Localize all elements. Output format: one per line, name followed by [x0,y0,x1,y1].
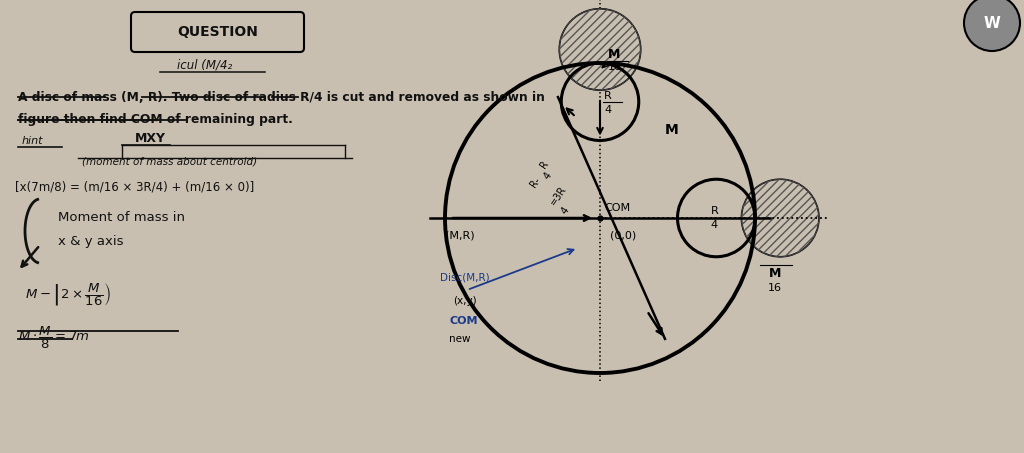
Text: (x,y): (x,y) [453,296,476,306]
Text: 16: 16 [608,62,622,72]
Text: R: R [604,91,611,101]
Text: $M\cdot\dfrac{M}{8} = 7m$: $M\cdot\dfrac{M}{8} = 7m$ [18,325,89,351]
Text: R-: R- [528,175,542,189]
Text: 4: 4 [542,171,554,181]
Text: COM: COM [604,203,630,213]
Text: Disc(M,R): Disc(M,R) [440,273,489,283]
Text: COM: COM [449,316,477,326]
Text: M: M [769,267,781,280]
Text: (M,R): (M,R) [445,230,475,240]
Text: (0,0): (0,0) [610,231,636,241]
Text: Moment of mass in: Moment of mass in [58,211,185,224]
Circle shape [559,9,641,90]
Text: 16: 16 [768,283,782,293]
Text: =3R: =3R [548,184,568,207]
Text: $M - \left|2\times\dfrac{M}{16}\right)$: $M - \left|2\times\dfrac{M}{16}\right)$ [25,281,111,308]
Text: 4: 4 [556,205,571,221]
Text: figure then find COM of remaining part.: figure then find COM of remaining part. [18,113,293,126]
Text: R: R [538,159,550,169]
Text: W: W [984,15,1000,30]
Circle shape [741,179,819,257]
Text: MXY: MXY [135,131,166,145]
Text: A disc of mass (M, R). Two disc of radius R/4 is cut and removed as shown in: A disc of mass (M, R). Two disc of radiu… [18,91,545,104]
Text: R: R [711,206,718,216]
Text: 4: 4 [604,105,611,115]
Text: (moment of mass about centroid): (moment of mass about centroid) [82,157,257,167]
Text: M: M [608,48,621,61]
Text: M: M [666,123,679,137]
FancyBboxPatch shape [131,12,304,52]
Text: hint: hint [22,136,43,146]
Text: QUESTION: QUESTION [177,25,258,39]
Text: 4: 4 [711,220,718,230]
Text: [x(7m/8) = (m/16 × 3R/4) + (m/16 × 0)]: [x(7m/8) = (m/16 × 3R/4) + (m/16 × 0)] [15,180,254,193]
Text: x & y axis: x & y axis [58,235,124,248]
Circle shape [964,0,1020,51]
Text: new: new [449,334,470,344]
Text: icul (M/4₂: icul (M/4₂ [177,58,232,72]
